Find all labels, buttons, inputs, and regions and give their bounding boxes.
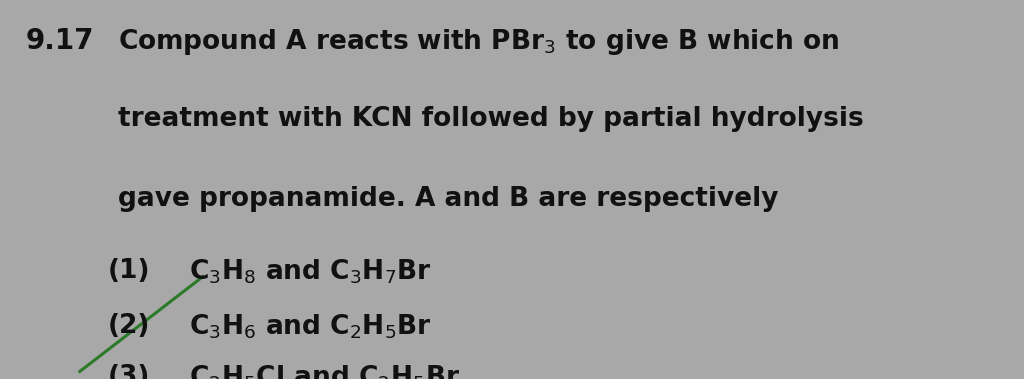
Text: treatment with KCN followed by partial hydrolysis: treatment with KCN followed by partial h… <box>118 106 863 132</box>
Text: C$_{3}$H$_{6}$ and C$_{2}$H$_{5}$Br: C$_{3}$H$_{6}$ and C$_{2}$H$_{5}$Br <box>189 313 432 341</box>
Text: (1): (1) <box>108 258 151 284</box>
Text: gave propanamide. A and B are respectively: gave propanamide. A and B are respective… <box>118 186 778 212</box>
Text: 9.17: 9.17 <box>26 27 94 55</box>
Text: (2): (2) <box>108 313 150 339</box>
Text: C$_{3}$H$_{8}$ and C$_{3}$H$_{7}$Br: C$_{3}$H$_{8}$ and C$_{3}$H$_{7}$Br <box>189 258 432 286</box>
Text: (3): (3) <box>108 364 150 379</box>
Text: C$_{2}$H$_{5}$Cl and C$_{2}$H$_{5}$Br: C$_{2}$H$_{5}$Cl and C$_{2}$H$_{5}$Br <box>189 364 461 379</box>
Text: Compound A reacts with PBr$_{3}$ to give B which on: Compound A reacts with PBr$_{3}$ to give… <box>118 27 839 56</box>
